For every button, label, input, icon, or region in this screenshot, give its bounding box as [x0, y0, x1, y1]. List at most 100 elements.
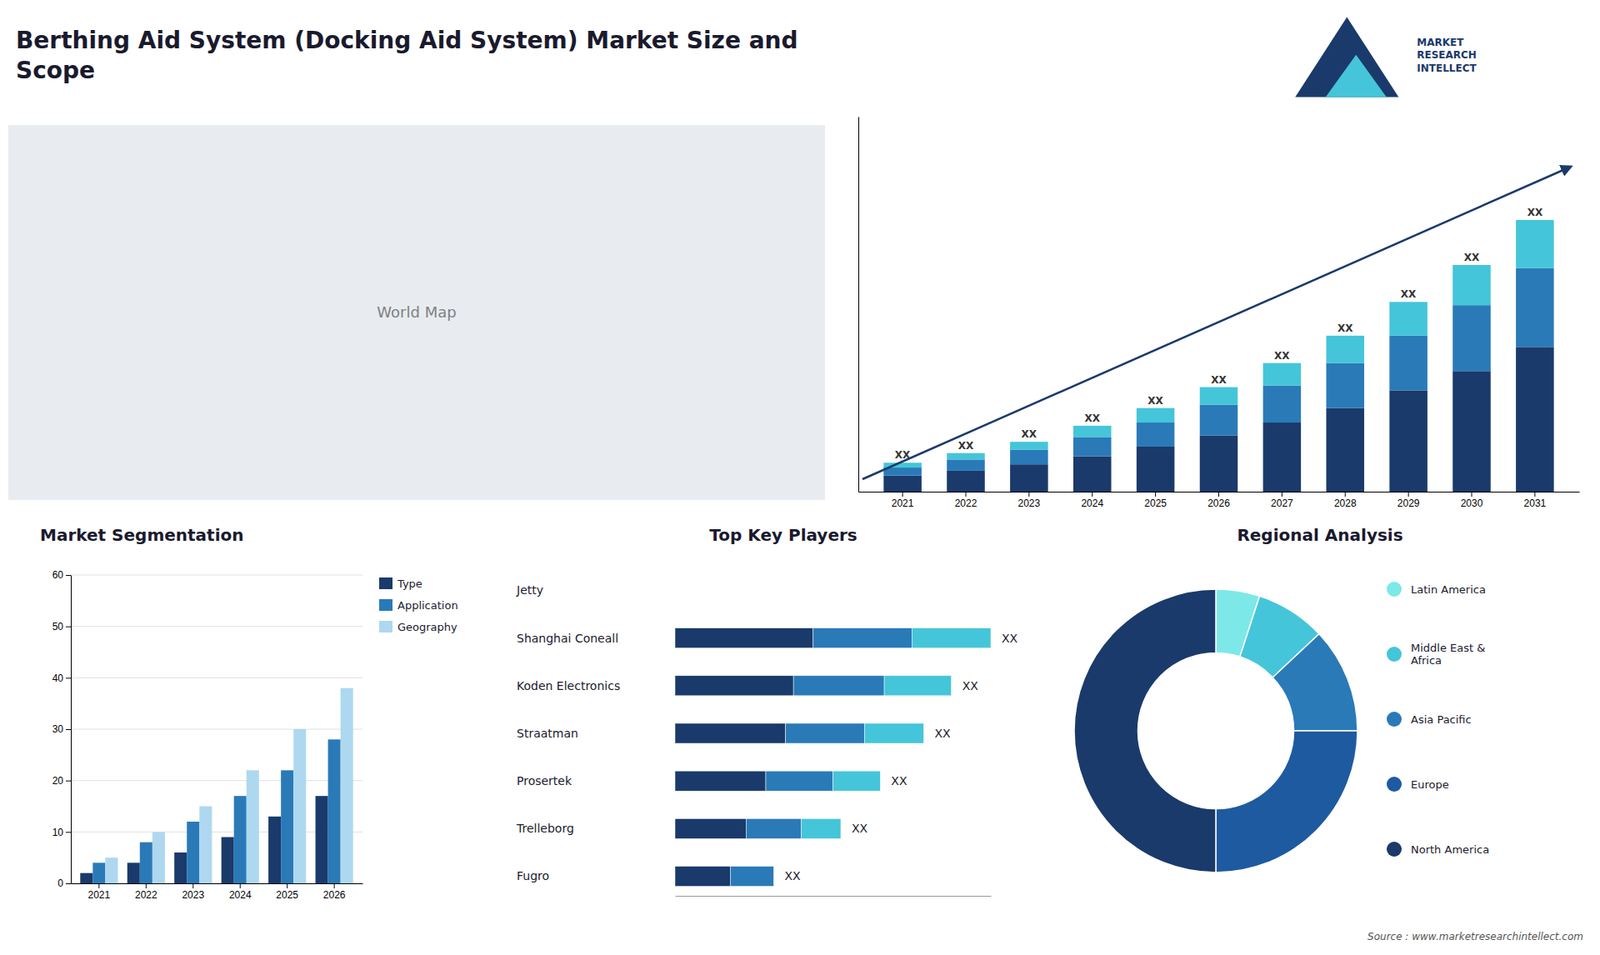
x-tick-label: 2025	[1144, 497, 1167, 510]
x-tick-label: 2024	[229, 889, 252, 901]
y-tick-label: Jetty	[515, 583, 544, 597]
y-tick-label: Straatman	[516, 726, 579, 740]
y-axis-line	[70, 575, 72, 885]
grid-line	[70, 780, 363, 781]
bar	[1515, 220, 1555, 269]
logo-text: MARKETRESEARCHINTELLECT	[1416, 36, 1477, 75]
data-label: XX	[890, 774, 908, 788]
y-axis	[858, 117, 860, 493]
bar	[1325, 363, 1365, 409]
x-tick-mark	[1091, 491, 1093, 497]
y-tick-mark	[65, 575, 71, 576]
x-tick: 2021	[88, 883, 111, 901]
legend-swatch	[379, 599, 393, 611]
bar	[340, 688, 354, 884]
x-tick-mark	[1408, 491, 1410, 497]
legend-label-line: North America	[1410, 843, 1490, 856]
bar	[785, 723, 865, 744]
bar	[105, 857, 118, 884]
bar	[946, 453, 985, 460]
marks	[80, 688, 353, 884]
y-tick: 60	[52, 569, 71, 581]
y-tick: 50	[52, 620, 71, 633]
x-tick-label: 2027	[1270, 497, 1294, 510]
bar	[765, 770, 834, 791]
x-tick: 2022	[955, 491, 978, 510]
bar	[234, 795, 247, 884]
x-tick-mark	[334, 883, 335, 889]
bar	[675, 818, 746, 839]
chart: XXXXXXXXXXXXXXXXXXXXXX202120222023202420…	[859, 117, 1580, 510]
bar	[911, 628, 991, 649]
y-tick-label: Koden Electronics	[516, 679, 620, 693]
data-labels: XXXXXXXXXXXX	[784, 631, 1018, 884]
x-axis	[675, 895, 992, 897]
logo-text-line: RESEARCH	[1416, 49, 1477, 61]
bar	[152, 831, 165, 884]
bar	[1010, 464, 1049, 492]
x-tick-label: 2025	[275, 889, 299, 901]
marks	[675, 628, 991, 887]
legend-label: Asia Pacific	[1410, 713, 1472, 726]
legend-label: North America	[1410, 843, 1490, 856]
x-tick-mark	[1281, 491, 1283, 497]
bar	[127, 862, 140, 884]
x-tick-mark	[286, 883, 288, 889]
bar	[1200, 387, 1239, 405]
bar	[883, 475, 922, 492]
data-label: XX	[1337, 322, 1354, 335]
y-tick-mark	[65, 831, 71, 833]
x-tick-label: 2022	[955, 497, 978, 510]
legend-swatch	[379, 577, 393, 590]
bar	[268, 816, 281, 884]
page-title: Berthing Aid System (Docking Aid System)…	[15, 26, 799, 85]
bar	[1325, 408, 1365, 492]
x-tick: 2030	[1460, 491, 1484, 510]
x-axis: 202120222023202420252026	[71, 883, 364, 901]
x-tick-label: 2030	[1460, 497, 1484, 510]
x-tick-label: 2031	[1524, 497, 1547, 510]
x-tick-mark	[1534, 491, 1535, 497]
bar	[883, 467, 922, 476]
bar	[1452, 265, 1491, 305]
page: Berthing Aid System (Docking Aid System)…	[0, 0, 1600, 955]
legend-label: Latin America	[1410, 583, 1486, 596]
data-label: XX	[784, 869, 801, 883]
bar	[293, 729, 306, 884]
bar	[186, 821, 200, 884]
bar	[221, 837, 235, 885]
bar	[946, 470, 985, 492]
bar	[864, 723, 924, 744]
bar	[833, 770, 881, 791]
bar	[1452, 305, 1491, 371]
bar	[328, 739, 341, 884]
y-tick: 10	[52, 826, 71, 839]
bar	[1515, 346, 1555, 492]
x-tick-mark	[192, 883, 194, 889]
bar	[199, 806, 212, 885]
y-tick: 30	[52, 723, 71, 735]
bar	[884, 675, 952, 696]
y-tick: 0	[57, 877, 71, 890]
data-label: XX	[1001, 631, 1019, 645]
bar	[1073, 436, 1112, 456]
legend-label: Geography	[397, 620, 458, 634]
legend-label: Type	[396, 577, 423, 590]
page-title-line: Scope	[15, 56, 95, 85]
y-tick-label: Trelleborg	[515, 821, 575, 835]
bar	[1073, 456, 1112, 492]
legend: TypeApplicationGeography	[379, 577, 459, 634]
bar	[1136, 446, 1175, 492]
y-axis-line	[858, 117, 860, 493]
map-background	[8, 125, 825, 500]
bar	[1389, 335, 1428, 391]
logo-text-line: INTELLECT	[1416, 62, 1477, 75]
x-tick: 2023	[181, 883, 205, 901]
y-tick-label: 50	[52, 620, 65, 633]
data-label: XX	[1464, 251, 1480, 264]
x-tick-mark	[240, 883, 241, 889]
y-tick-mark	[65, 780, 71, 782]
source-text: Source : www.marketresearchintellect.com	[1367, 930, 1584, 943]
data-label: XX	[1527, 206, 1544, 219]
legend-swatch	[1386, 841, 1402, 857]
